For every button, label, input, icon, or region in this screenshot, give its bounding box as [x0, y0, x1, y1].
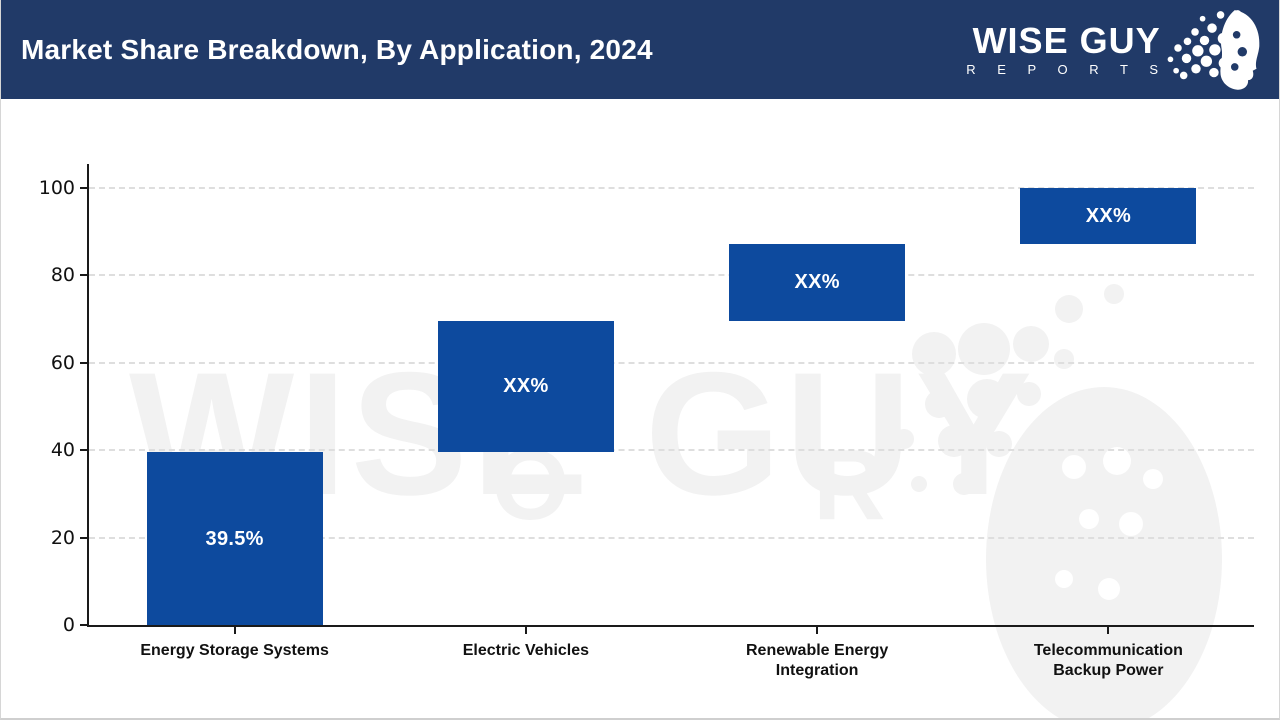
bar-value-label: 39.5% [205, 527, 264, 550]
bar-value-label: XX% [1085, 204, 1132, 227]
x-tick-label: Energy Storage Systems [140, 642, 329, 659]
y-tick-40 [80, 449, 88, 451]
x-tick-label: Electric Vehicles [462, 642, 590, 659]
brand-logo: WISE GUY R E P O R T S [966, 2, 1279, 98]
bar-segment [1020, 187, 1197, 245]
logo-face-icon [1161, 2, 1265, 98]
header-banner: Market Share Breakdown, By Application, … [1, 0, 1279, 99]
x-tick [233, 627, 236, 634]
x-axis-line [87, 625, 1254, 627]
x-tick-label: Renewable Energy Integration [745, 642, 889, 679]
y-axis-line [87, 164, 89, 627]
y-tick-label-60: 60 [50, 351, 75, 374]
y-tick-80 [80, 274, 88, 276]
bar-value-label: XX% [794, 271, 840, 294]
y-tick-label-0: 0 [62, 614, 75, 636]
y-tick-label-40: 40 [50, 439, 75, 461]
gridline-40 [89, 449, 1254, 451]
y-tick-0 [80, 624, 88, 626]
gridline-100 [89, 186, 1254, 189]
y-tick-20 [80, 536, 88, 539]
gridline-60 [89, 361, 1254, 364]
gridline-20 [89, 536, 1254, 539]
bar-segment [146, 452, 323, 625]
x-tick [816, 627, 819, 634]
gridline-80 [89, 274, 1254, 276]
bar-segment [437, 320, 614, 453]
x-tick [1107, 627, 1110, 634]
bar-segment [729, 244, 906, 321]
y-tick-100 [80, 186, 88, 189]
brand-name: WISE GUY [972, 20, 1161, 61]
y-tick-label-80: 80 [50, 264, 75, 286]
y-tick-60 [80, 361, 88, 364]
x-tick [524, 627, 527, 634]
bar-value-label: XX% [503, 375, 549, 398]
page-title: Market Share Breakdown, By Application, … [21, 33, 653, 65]
y-tick-label-20: 20 [50, 526, 75, 549]
x-tick-label: Telecommunication Backup Power [1033, 642, 1183, 679]
y-tick-label-100: 100 [38, 176, 75, 199]
brand-subname: R E P O R T S [966, 62, 1167, 77]
brand-logo-text: WISE GUY R E P O R T S [966, 20, 1167, 77]
